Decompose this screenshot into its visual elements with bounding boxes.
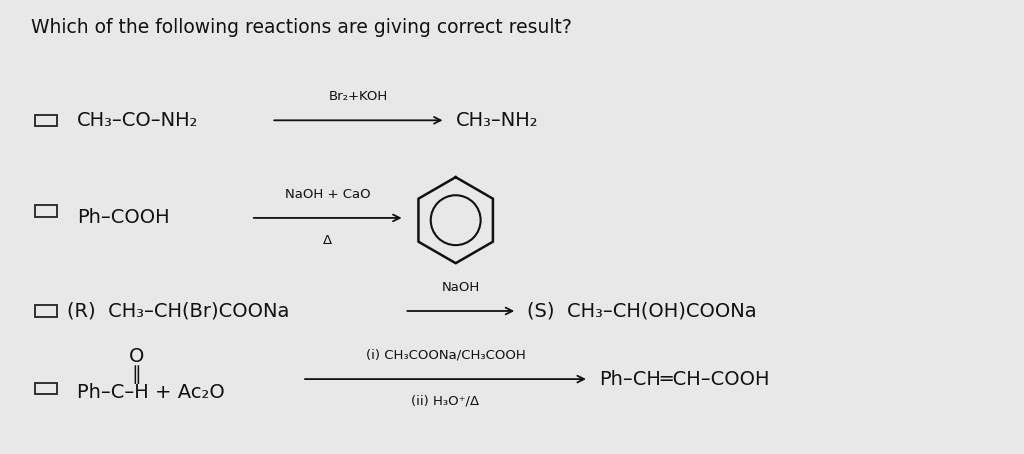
Text: Ph–CH═CH–COOH: Ph–CH═CH–COOH (599, 370, 770, 389)
Bar (35, 206, 57, 217)
Text: Δ: Δ (324, 234, 332, 247)
Text: NaOH: NaOH (441, 281, 480, 294)
Text: ∥: ∥ (131, 365, 141, 384)
Text: (R)  CH₃–CH(Br)COONa: (R) CH₃–CH(Br)COONa (67, 301, 289, 321)
Text: (i) CH₃COONa/CH₃COOH: (i) CH₃COONa/CH₃COOH (366, 349, 525, 362)
Text: (S)  CH₃–CH(OH)COONa: (S) CH₃–CH(OH)COONa (527, 301, 757, 321)
Bar (35, 115, 57, 126)
Text: Ph–COOH: Ph–COOH (77, 208, 169, 227)
Text: O: O (128, 347, 144, 366)
Text: Br₂+KOH: Br₂+KOH (329, 90, 388, 103)
Text: NaOH + CaO: NaOH + CaO (285, 188, 371, 201)
Bar (35, 306, 57, 316)
Text: CH₃–NH₂: CH₃–NH₂ (456, 111, 539, 130)
Bar (35, 383, 57, 394)
Text: Which of the following reactions are giving correct result?: Which of the following reactions are giv… (31, 18, 571, 37)
Text: CH₃–CO–NH₂: CH₃–CO–NH₂ (77, 111, 199, 130)
Text: (ii) H₃O⁺/Δ: (ii) H₃O⁺/Δ (412, 395, 479, 408)
Text: Ph–C–H + Ac₂O: Ph–C–H + Ac₂O (77, 383, 224, 402)
